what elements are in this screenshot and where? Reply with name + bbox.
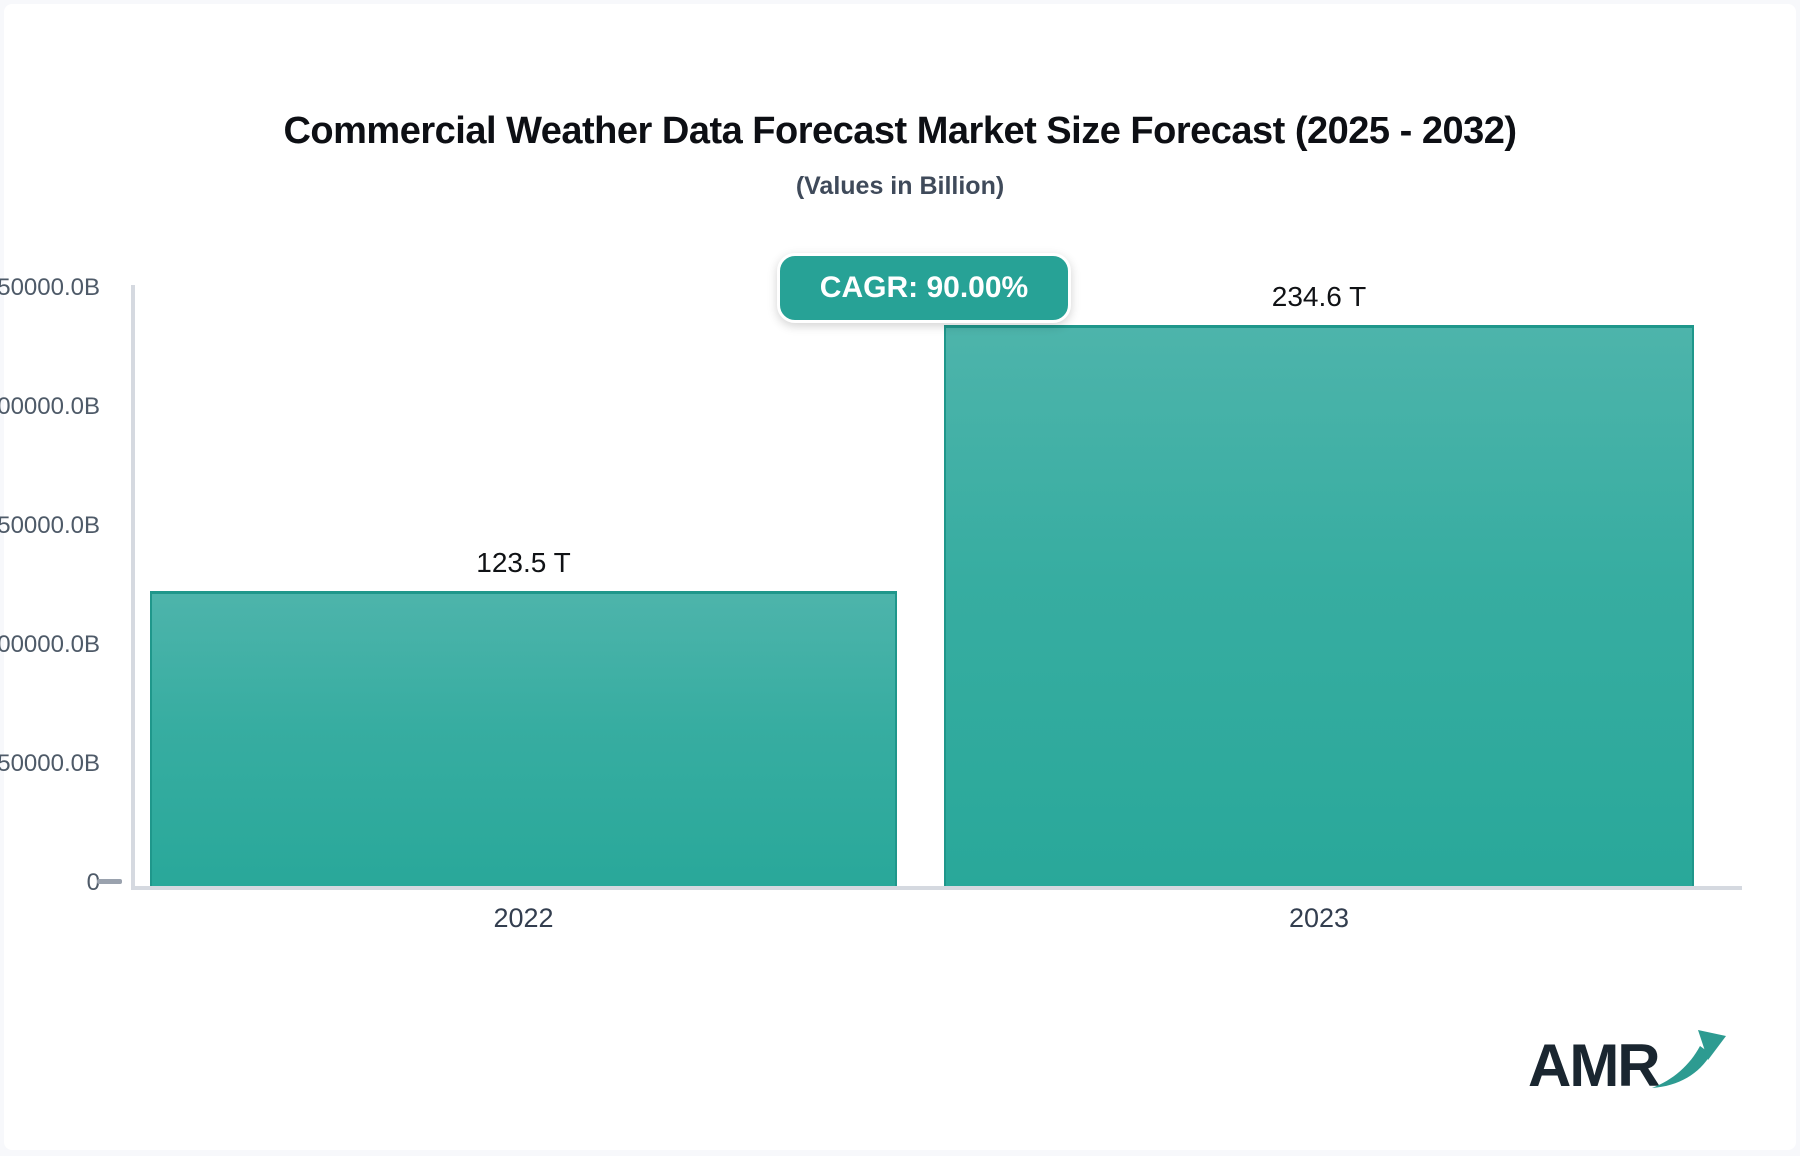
x-axis-label-2023: 2023 xyxy=(1288,903,1350,933)
y-tick-label: 150000.0B xyxy=(0,512,100,539)
bar-value-label: 234.6 T xyxy=(1271,280,1367,312)
y-axis-line xyxy=(131,285,135,888)
x-axis-label-2022: 2022 xyxy=(493,903,554,933)
y-tick-label: 200000.0B xyxy=(0,393,100,420)
bar-2022 xyxy=(150,590,897,886)
amr-logo: AMR xyxy=(1528,1030,1729,1102)
y-tick-label: 0 xyxy=(86,869,100,896)
cagr-badge: CAGR: 90.00% xyxy=(777,253,1071,323)
bar-2023 xyxy=(944,324,1694,886)
y-tick-label: 250000.0B xyxy=(0,274,100,301)
bar-value-label: 123.5 T xyxy=(476,546,571,578)
amr-logo-text: AMR xyxy=(1528,1032,1661,1099)
trending-up-arrow-icon xyxy=(1651,1030,1726,1088)
x-axis-line xyxy=(131,886,1742,890)
y-tick-label: 100000.0B xyxy=(0,631,100,658)
zero-tick-mark xyxy=(97,879,122,884)
chart-subtitle: (Values in Billion) xyxy=(795,172,1005,200)
y-tick-label: 50000.0B xyxy=(0,750,100,777)
chart-title: Commercial Weather Data Forecast Market … xyxy=(283,110,1517,152)
